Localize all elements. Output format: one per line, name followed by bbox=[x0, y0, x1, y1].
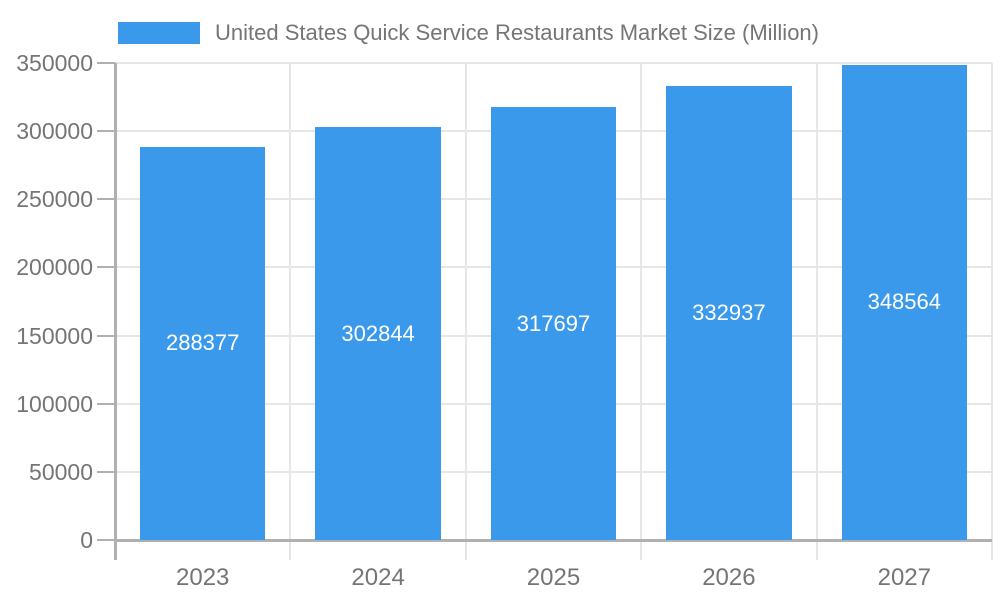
legend-item[interactable]: United States Quick Service Restaurants … bbox=[118, 21, 819, 45]
bar-value-label: 348564 bbox=[867, 289, 941, 315]
x-tick-label: 2024 bbox=[351, 564, 405, 591]
y-axis-tick bbox=[97, 402, 115, 405]
plot-area: 0 50000 100000 150000 200000 250000 300000 3500… bbox=[16, 50, 993, 591]
bar-value-label: 288377 bbox=[165, 330, 240, 356]
y-tick-label: 300000 bbox=[16, 118, 93, 145]
legend-label: United States Quick Service Restaurants … bbox=[215, 20, 819, 45]
x-tick-label: 2025 bbox=[526, 564, 581, 591]
x-axis-line bbox=[115, 539, 992, 542]
y-axis-tick bbox=[97, 266, 115, 269]
x-tick-label: 2026 bbox=[702, 564, 756, 591]
y-axis-tick bbox=[97, 198, 115, 201]
gridline-vertical bbox=[991, 63, 993, 560]
y-axis-line bbox=[114, 63, 117, 560]
y-axis-tick bbox=[97, 470, 115, 473]
y-tick-label: 200000 bbox=[16, 254, 93, 281]
legend-swatch bbox=[118, 22, 200, 44]
gridline-vertical bbox=[464, 63, 467, 560]
bar-2026 bbox=[666, 86, 792, 540]
y-tick-label: 0 bbox=[80, 527, 93, 553]
gridline-horizontal bbox=[115, 62, 992, 64]
x-tick-label: 2027 bbox=[877, 564, 931, 591]
bar-value-label: 302844 bbox=[341, 320, 415, 346]
y-axis-tick bbox=[97, 62, 115, 64]
y-tick-label: 50000 bbox=[29, 458, 93, 485]
bar-value-label: 317697 bbox=[516, 310, 591, 336]
bar-2024 bbox=[315, 127, 441, 540]
bar-value-label: 332937 bbox=[692, 300, 766, 326]
gridline-vertical bbox=[289, 63, 292, 560]
bar-2025 bbox=[490, 107, 617, 540]
gridline-vertical bbox=[815, 63, 818, 560]
bar-2023 bbox=[139, 146, 266, 540]
y-tick-label: 250000 bbox=[16, 186, 93, 213]
bar-2027 bbox=[841, 64, 967, 540]
y-tick-label: 150000 bbox=[16, 322, 93, 349]
y-axis-tick bbox=[97, 130, 115, 133]
y-tick-label: 100000 bbox=[16, 390, 93, 417]
x-tick-label: 2023 bbox=[175, 564, 230, 591]
gridline-vertical bbox=[640, 63, 643, 560]
y-axis-tick bbox=[97, 334, 115, 337]
y-axis-tick bbox=[97, 539, 115, 541]
y-tick-label: 350000 bbox=[16, 50, 93, 76]
